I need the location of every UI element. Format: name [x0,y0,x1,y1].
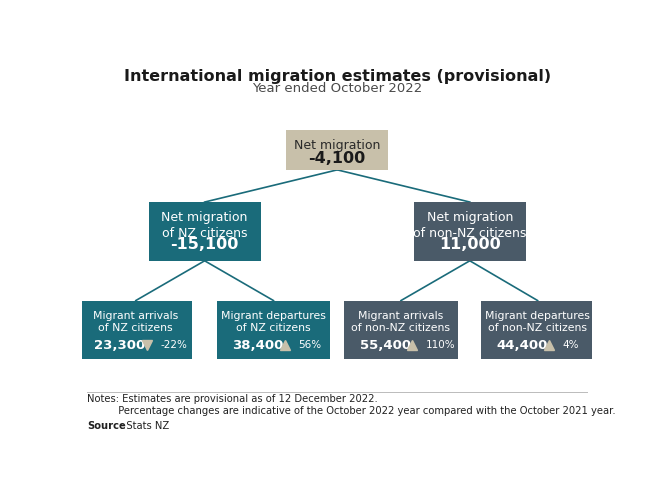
Text: -15,100: -15,100 [170,237,239,252]
FancyBboxPatch shape [286,130,388,170]
Text: Migrant departures
of NZ citizens: Migrant departures of NZ citizens [221,311,326,334]
Text: 55,400: 55,400 [359,338,411,352]
Text: Net migration
of NZ citizens: Net migration of NZ citizens [161,211,248,240]
Text: Notes: Estimates are provisional as of 12 December 2022.: Notes: Estimates are provisional as of 1… [88,394,378,404]
Text: Source: Source [88,421,126,431]
Text: 23,300: 23,300 [94,338,145,352]
Text: : Stats NZ: : Stats NZ [120,421,170,431]
Text: Migrant arrivals
of NZ citizens: Migrant arrivals of NZ citizens [93,311,178,334]
FancyBboxPatch shape [344,301,457,359]
Text: -4,100: -4,100 [309,151,366,166]
FancyBboxPatch shape [481,301,594,359]
Text: 110%: 110% [426,340,455,350]
Text: 38,400: 38,400 [232,338,284,352]
Text: Migrant departures
of non-NZ citizens: Migrant departures of non-NZ citizens [485,311,590,334]
Text: 44,400: 44,400 [496,338,547,352]
Text: 11,000: 11,000 [439,237,501,252]
Text: Percentage changes are indicative of the October 2022 year compared with the Oct: Percentage changes are indicative of the… [88,405,616,416]
Text: Year ended October 2022: Year ended October 2022 [252,82,422,95]
FancyBboxPatch shape [414,202,526,261]
Text: 4%: 4% [562,340,578,350]
Text: International migration estimates (provisional): International migration estimates (provi… [124,68,551,84]
FancyBboxPatch shape [79,301,192,359]
Text: 56%: 56% [298,340,321,350]
FancyBboxPatch shape [149,202,261,261]
Text: Net migration: Net migration [294,140,380,153]
Text: Net migration
of non-NZ citizens: Net migration of non-NZ citizens [413,211,526,240]
Text: -22%: -22% [161,340,187,350]
Text: Migrant arrivals
of non-NZ citizens: Migrant arrivals of non-NZ citizens [351,311,451,334]
FancyBboxPatch shape [217,301,330,359]
